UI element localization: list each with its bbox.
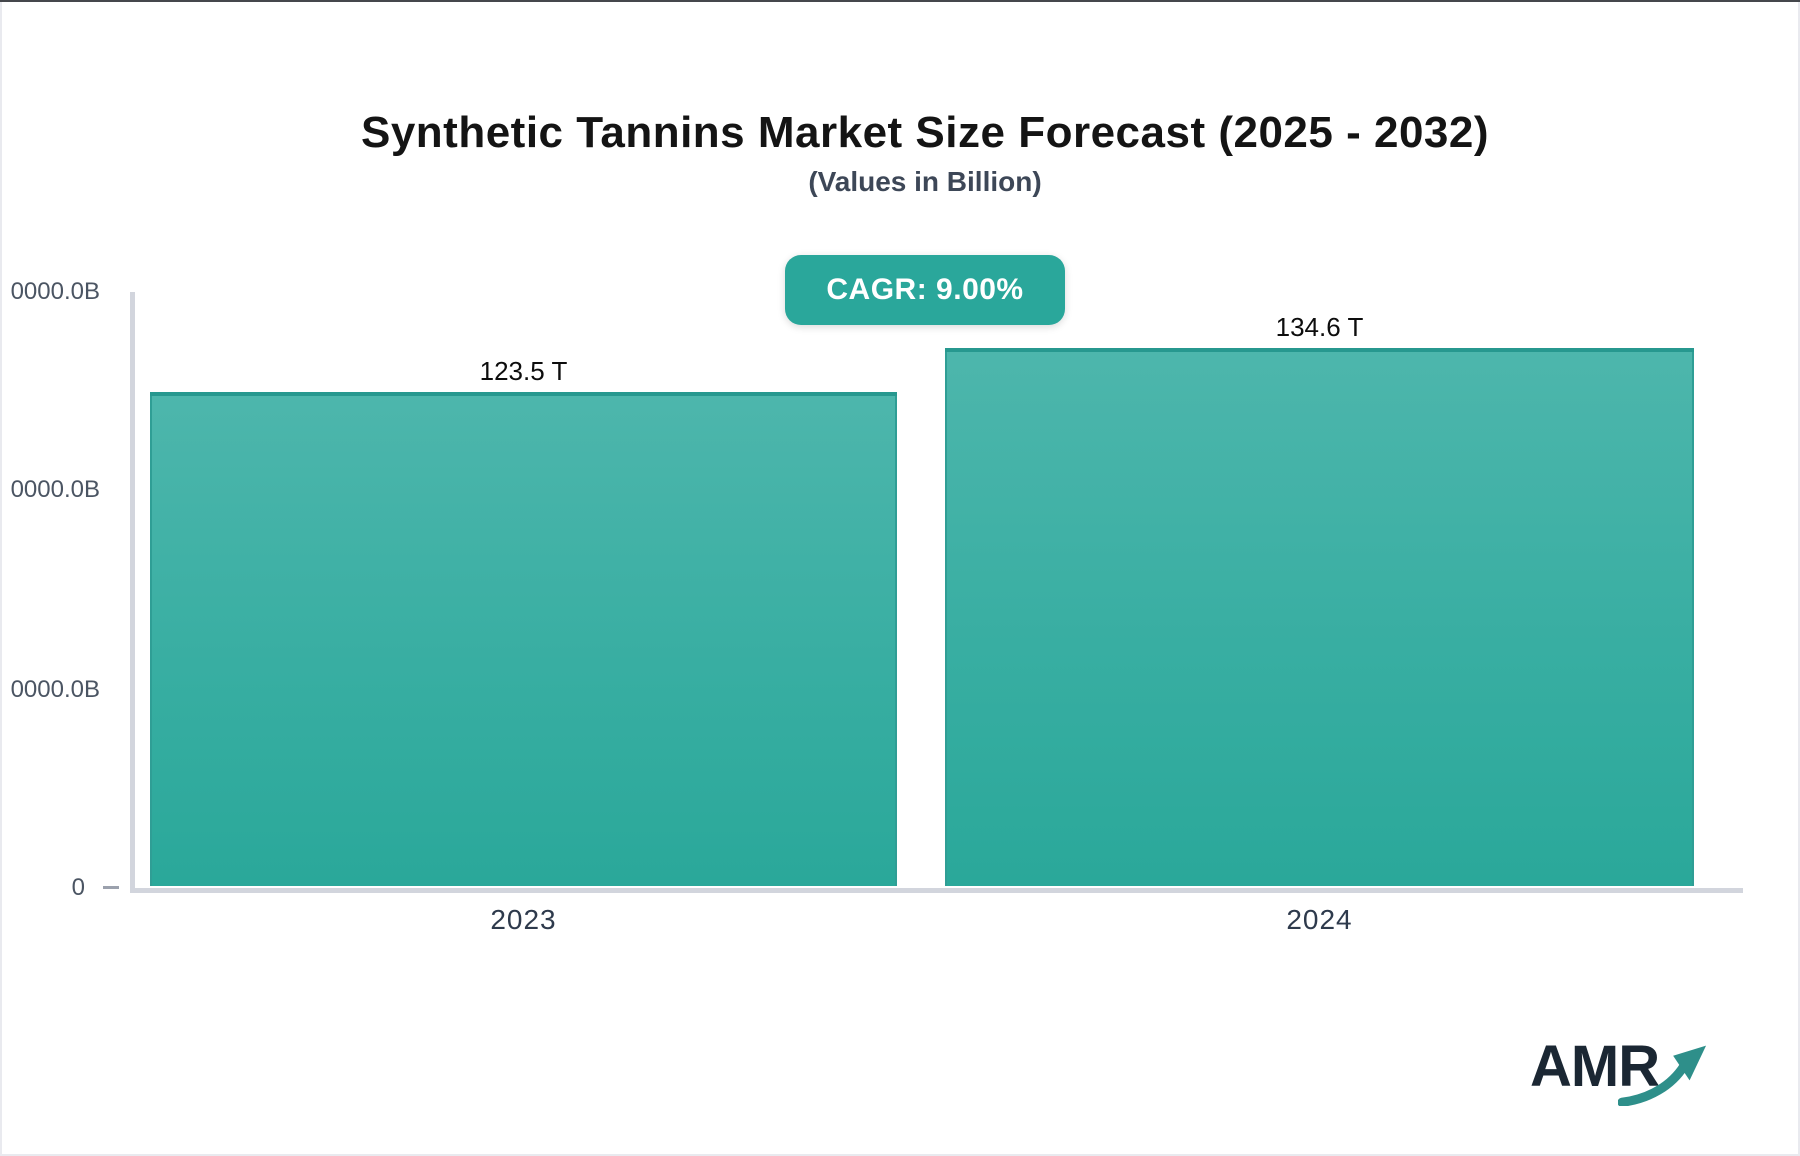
y-zero-label: 0 <box>71 874 85 901</box>
y-tick-label: 0000.0B <box>10 476 100 503</box>
y-axis-line <box>130 292 135 893</box>
x-axis-line <box>130 888 1743 893</box>
y-zero-tick-mark <box>103 886 119 889</box>
cagr-badge: CAGR: 9.00% <box>785 255 1065 325</box>
y-tick-label: 0000.0B <box>10 676 100 703</box>
bar-2024: 134.6 T <box>945 312 1694 886</box>
y-tick-label: 0000.0B <box>10 278 100 305</box>
x-category-label-2023: 2023 <box>490 904 557 935</box>
growth-arrow-icon <box>1618 1045 1707 1106</box>
bar-value-label-2024: 134.6 T <box>1275 312 1364 342</box>
bar-value-label-2023: 123.5 T <box>479 356 568 386</box>
chart-title: Synthetic Tannins Market Size Forecast (… <box>360 108 1490 157</box>
bar-2023: 123.5 T <box>150 356 897 886</box>
amr-logo-text: AMR <box>1530 1034 1660 1099</box>
x-category-label-2024: 2024 <box>1286 904 1353 935</box>
chart-subtitle: (Values in Billion) <box>808 166 1042 197</box>
cagr-badge-label: CAGR: 9.00% <box>826 273 1024 306</box>
amr-logo: AMR <box>1530 1034 1710 1109</box>
